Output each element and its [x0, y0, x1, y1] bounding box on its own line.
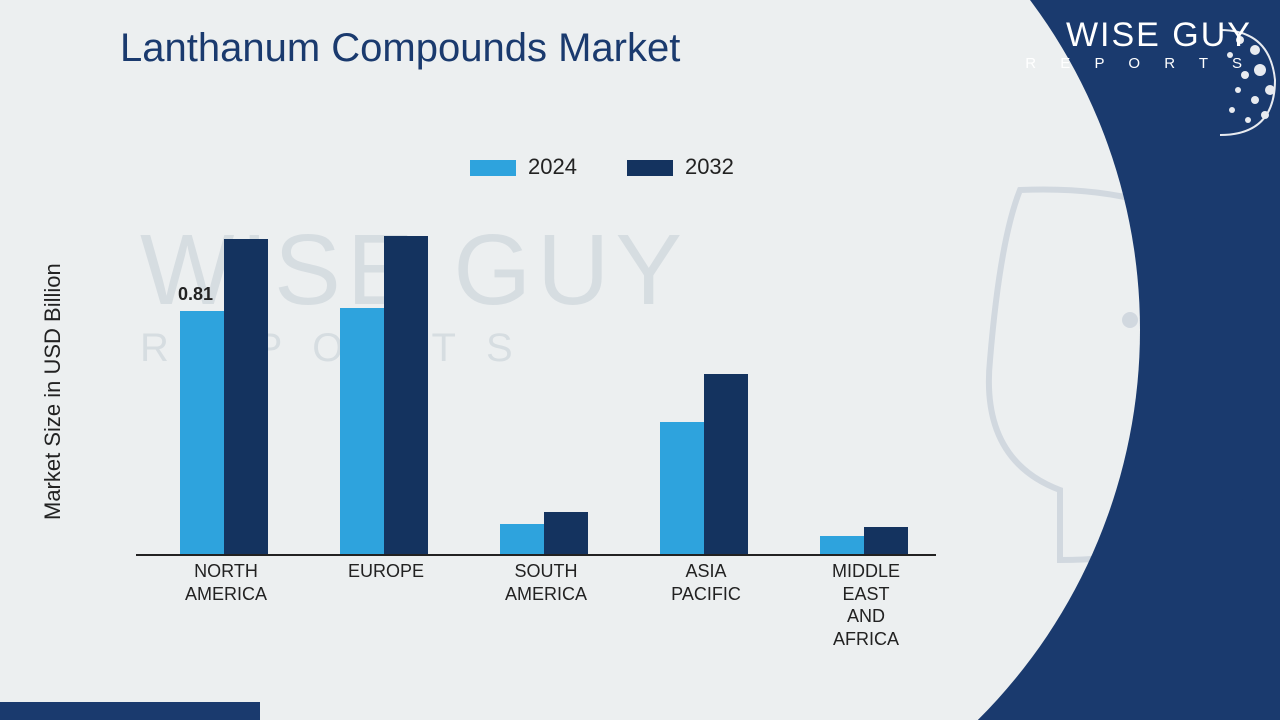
bar-2032	[544, 512, 588, 554]
category-label: NORTHAMERICA	[156, 560, 296, 605]
plot-region: 0.81	[136, 196, 936, 556]
legend-swatch-2024	[470, 160, 516, 176]
bar-2024	[660, 422, 704, 554]
brand-line1: WISE GUY	[1025, 18, 1252, 52]
bar-2032	[384, 236, 428, 554]
category-label: ASIAPACIFIC	[636, 560, 776, 605]
page: WISE GUY R E P O R T S WISE GUY REPORTS …	[0, 0, 1280, 720]
bottom-accent-strip	[0, 702, 260, 720]
brand-line2: R E P O R T S	[1025, 56, 1252, 71]
y-axis-label: Market Size in USD Billion	[40, 263, 66, 520]
category-label: EUROPE	[316, 560, 456, 583]
bar-2032	[864, 527, 908, 554]
panel-circle-cut	[960, 0, 1140, 720]
legend-swatch-2032	[627, 160, 673, 176]
right-brand-panel: WISE GUY R E P O R T S	[960, 0, 1280, 720]
bar-2032	[704, 374, 748, 554]
category-label: MIDDLEEASTANDAFRICA	[796, 560, 936, 650]
bar-2024	[180, 311, 224, 554]
chart-area: Market Size in USD Billion 2024 2032 0.8…	[50, 130, 950, 670]
legend-item-2024: 2024	[470, 154, 577, 180]
chart-title: Lanthanum Compounds Market	[120, 26, 680, 71]
legend-label-2024: 2024	[528, 154, 577, 179]
bar-2024	[500, 524, 544, 554]
bar-2024	[340, 308, 384, 554]
legend: 2024 2032	[470, 154, 734, 180]
legend-label-2032: 2032	[685, 154, 734, 179]
bar-data-label: 0.81	[178, 284, 213, 305]
brand-logo-text: WISE GUY R E P O R T S	[1025, 18, 1252, 71]
category-label: SOUTHAMERICA	[476, 560, 616, 605]
bar-2024	[820, 536, 864, 554]
bar-2032	[224, 239, 268, 554]
legend-item-2032: 2032	[627, 154, 734, 180]
